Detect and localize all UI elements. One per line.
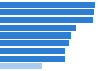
Bar (0, 48, 65, 54)
Bar (0, 40, 69, 46)
Bar (0, 56, 65, 62)
Bar (0, 63, 42, 69)
Bar (0, 2, 95, 8)
Bar (0, 33, 71, 38)
Bar (0, 25, 76, 31)
Bar (0, 9, 94, 15)
Bar (0, 17, 93, 23)
